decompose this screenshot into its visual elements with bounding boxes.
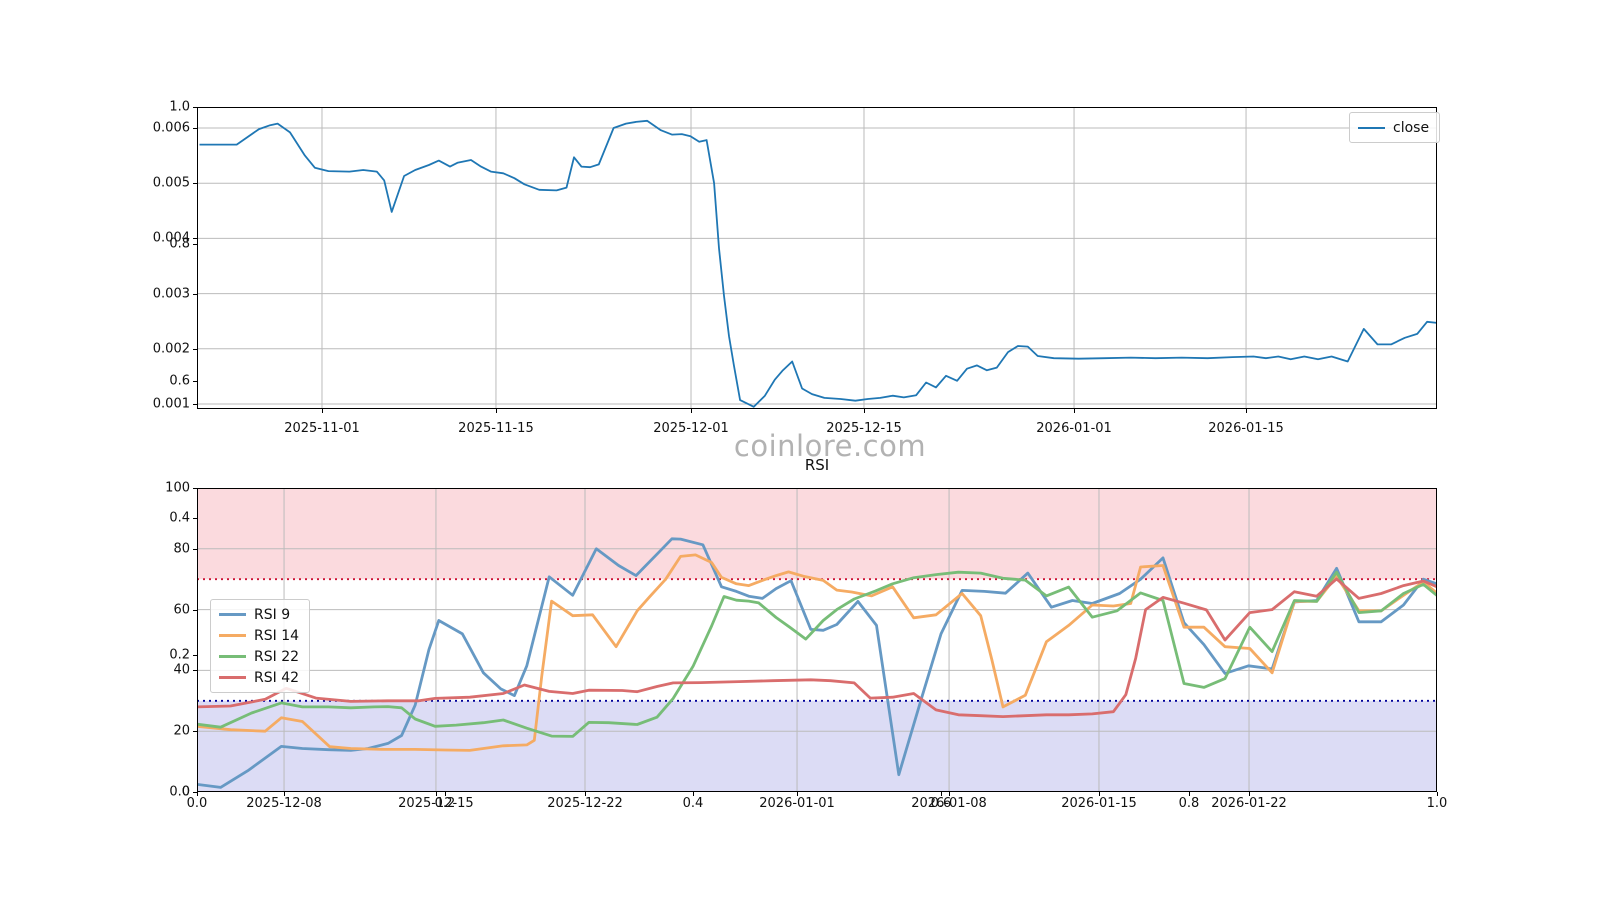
price-xtick-2025-12-15: 2025-12-15 xyxy=(826,421,902,436)
tick-mark xyxy=(193,670,197,672)
overlay-xtick-0.0: 0.0 xyxy=(186,796,208,811)
legend-item-rsi-42: RSI 42 xyxy=(219,667,299,688)
rsi-ytick-100: 100 xyxy=(165,480,190,496)
rsi-ytick-80: 80 xyxy=(173,541,190,557)
tick-mark xyxy=(193,238,197,240)
tick-mark xyxy=(797,792,799,796)
tick-mark xyxy=(863,409,865,413)
rsi-14-swatch-icon xyxy=(219,634,246,637)
legend-item-close: close xyxy=(1358,117,1429,138)
overlay-ytick-0.6: 0.6 xyxy=(169,373,190,389)
legend-item-rsi-22: RSI 22 xyxy=(219,646,299,667)
tick-mark xyxy=(193,293,197,295)
rsi-xtick-2025-12-08: 2025-12-08 xyxy=(246,796,322,811)
price-xtick-2026-01-15: 2026-01-15 xyxy=(1208,421,1284,436)
tick-mark xyxy=(193,128,197,129)
rsi-ytick-40: 40 xyxy=(173,662,190,678)
close-line-swatch-icon xyxy=(1358,126,1385,129)
tick-mark xyxy=(193,183,197,185)
overlay-xtick-0.6: 0.6 xyxy=(930,796,952,811)
price-xtick-2025-11-01: 2025-11-01 xyxy=(284,421,360,436)
legend-label: RSI 22 xyxy=(254,648,300,665)
rsi-9-swatch-icon xyxy=(219,613,246,616)
tick-mark xyxy=(193,244,197,245)
price-ytick-0.002: 0.002 xyxy=(152,341,190,357)
rsi-xtick-2025-12-15: 2025-12-15 xyxy=(398,796,474,811)
rsi-xtick-2026-01-08: 2026-01-08 xyxy=(911,796,987,811)
overlay-ytick-0.2: 0.2 xyxy=(169,647,190,663)
tick-mark xyxy=(193,609,197,611)
tick-mark xyxy=(1249,792,1251,796)
legend-label: RSI 14 xyxy=(254,627,300,644)
rsi-chart-plot xyxy=(197,488,1437,792)
watermark: coinlore.com xyxy=(733,429,927,463)
tick-mark xyxy=(193,404,197,405)
tick-mark xyxy=(193,518,197,519)
tick-mark xyxy=(193,381,197,382)
legend-item-rsi-14: RSI 14 xyxy=(219,625,299,646)
tick-mark xyxy=(193,655,197,656)
tick-mark xyxy=(197,792,198,796)
rsi-ytick-20: 20 xyxy=(173,723,190,739)
tick-mark xyxy=(949,792,951,796)
tick-mark xyxy=(321,409,323,413)
tick-mark xyxy=(1246,409,1248,413)
tick-mark xyxy=(435,792,437,796)
overlay-xtick-0.4: 0.4 xyxy=(682,796,704,811)
tick-mark xyxy=(284,792,286,796)
tick-mark xyxy=(1437,792,1438,796)
overlay-xtick-0.2: 0.2 xyxy=(434,796,456,811)
tick-mark xyxy=(1189,792,1190,796)
overlay-ytick-1.0: 1.0 xyxy=(169,99,190,115)
tick-mark xyxy=(193,731,197,733)
tick-mark xyxy=(193,107,197,108)
rsi-xtick-2025-12-22: 2025-12-22 xyxy=(547,796,623,811)
rsi-xtick-2026-01-22: 2026-01-22 xyxy=(1211,796,1287,811)
price-ytick-0.004: 0.004 xyxy=(152,230,190,246)
rsi-42-swatch-icon xyxy=(219,676,246,679)
legend-label: RSI 42 xyxy=(254,669,300,686)
rsi-ytick-0: 0 xyxy=(181,784,190,800)
price-ytick-0.001: 0.001 xyxy=(152,396,190,412)
price-xtick-2025-11-15: 2025-11-15 xyxy=(458,421,534,436)
legend-item-rsi-9: RSI 9 xyxy=(219,604,299,625)
price-ytick-0.005: 0.005 xyxy=(152,175,190,191)
rsi-xtick-2026-01-01: 2026-01-01 xyxy=(759,796,835,811)
tick-mark xyxy=(193,348,197,350)
overlay-ytick-0.0: 0.0 xyxy=(169,784,190,800)
overlay-xtick-0.8: 0.8 xyxy=(1178,796,1200,811)
overlay-ytick-0.8: 0.8 xyxy=(169,236,190,252)
tick-mark xyxy=(193,792,197,793)
rsi-chart-legend: RSI 9 RSI 14 RSI 22 RSI 42 xyxy=(210,599,311,693)
rsi-xtick-2026-01-15: 2026-01-15 xyxy=(1061,796,1137,811)
overlay-xtick-1.0: 1.0 xyxy=(1426,796,1448,811)
rsi-22-swatch-icon xyxy=(219,655,246,658)
tick-mark xyxy=(193,548,197,550)
tick-mark xyxy=(693,792,694,796)
tick-mark xyxy=(1098,792,1100,796)
tick-mark xyxy=(495,409,497,413)
tick-mark xyxy=(445,792,446,796)
price-ytick-0.006: 0.006 xyxy=(152,120,190,136)
price-xtick-2026-01-01: 2026-01-01 xyxy=(1036,421,1112,436)
tick-mark xyxy=(941,792,942,796)
tick-mark xyxy=(584,792,586,796)
price-chart-plot xyxy=(197,107,1437,409)
price-xtick-2025-12-01: 2025-12-01 xyxy=(653,421,729,436)
rsi-chart-title: RSI xyxy=(804,456,830,474)
tick-mark xyxy=(691,409,693,413)
price-chart-legend: close xyxy=(1349,112,1441,143)
tick-mark xyxy=(193,488,197,489)
close-legend-label: close xyxy=(1393,119,1430,136)
tick-mark xyxy=(1074,409,1076,413)
price-ytick-0.003: 0.003 xyxy=(152,286,190,302)
rsi-ytick-60: 60 xyxy=(173,602,190,618)
overlay-ytick-0.4: 0.4 xyxy=(169,510,190,526)
legend-label: RSI 9 xyxy=(254,606,291,623)
